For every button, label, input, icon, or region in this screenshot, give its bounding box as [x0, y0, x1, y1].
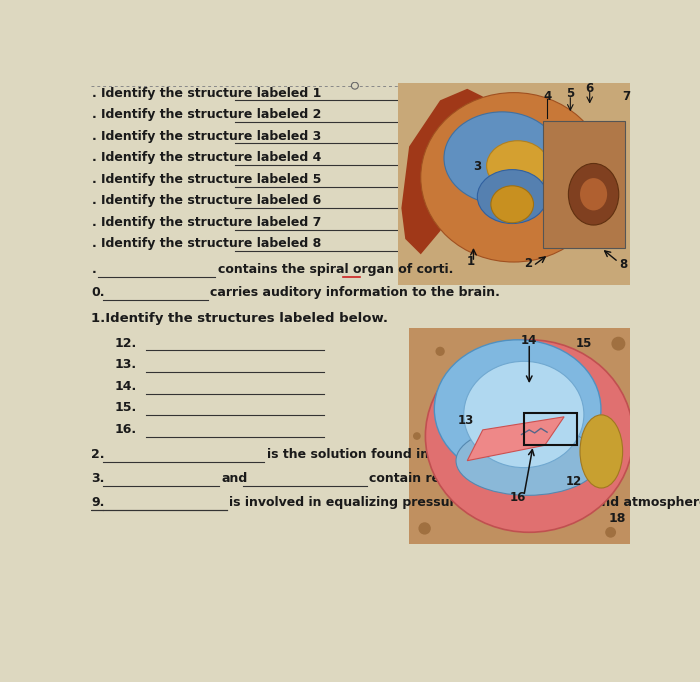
Text: Identify the structure labeled 1: Identify the structure labeled 1 — [102, 87, 322, 100]
Polygon shape — [401, 89, 491, 254]
Text: 1.Identify the structures labeled below.: 1.Identify the structures labeled below. — [92, 312, 388, 325]
Text: 12: 12 — [566, 475, 582, 488]
Text: 13.: 13. — [115, 358, 136, 371]
Ellipse shape — [444, 112, 560, 205]
Ellipse shape — [486, 140, 549, 191]
Ellipse shape — [491, 186, 533, 223]
Text: carries auditory information to the brain.: carries auditory information to the brai… — [210, 286, 500, 299]
Text: 6: 6 — [586, 82, 594, 95]
Text: .: . — [92, 108, 96, 121]
Text: 1: 1 — [467, 255, 475, 268]
Text: 0.: 0. — [92, 286, 105, 299]
Text: 16.: 16. — [115, 423, 136, 436]
Text: .: . — [92, 263, 96, 276]
Text: Identify the structure labeled 5: Identify the structure labeled 5 — [102, 173, 322, 186]
Text: 12.: 12. — [115, 337, 137, 350]
Ellipse shape — [622, 439, 631, 448]
Text: 16: 16 — [510, 491, 526, 504]
Text: 8: 8 — [620, 258, 628, 271]
Ellipse shape — [580, 415, 622, 488]
Text: 14.: 14. — [115, 380, 137, 393]
Text: .: . — [92, 216, 96, 229]
Ellipse shape — [426, 340, 633, 532]
Text: .: . — [92, 87, 96, 100]
Text: Identify the structure labeled 6: Identify the structure labeled 6 — [102, 194, 322, 207]
Text: Identify the structure labeled 4: Identify the structure labeled 4 — [102, 151, 322, 164]
Text: 15: 15 — [575, 338, 592, 351]
Text: 7: 7 — [622, 89, 630, 102]
Ellipse shape — [606, 527, 616, 537]
Text: 9.: 9. — [92, 496, 105, 509]
Text: .: . — [92, 237, 96, 250]
Polygon shape — [468, 417, 564, 460]
Text: contains the spiral organ of corti.: contains the spiral organ of corti. — [218, 263, 453, 276]
Ellipse shape — [435, 346, 444, 356]
FancyBboxPatch shape — [398, 83, 630, 285]
Text: 4: 4 — [543, 89, 551, 102]
Text: Identify the structure labeled 3: Identify the structure labeled 3 — [102, 130, 322, 143]
FancyBboxPatch shape — [543, 121, 624, 248]
Text: .: . — [92, 194, 96, 207]
Circle shape — [351, 83, 358, 89]
Text: 2.: 2. — [92, 448, 105, 461]
Ellipse shape — [568, 164, 619, 225]
Text: 2: 2 — [524, 256, 532, 269]
Text: .: . — [92, 151, 96, 164]
FancyBboxPatch shape — [409, 328, 630, 544]
Text: is involved in equalizing pressure in the middle ear and atmosphere.: is involved in equalizing pressure in th… — [230, 496, 700, 509]
Text: Identify the structure labeled 7: Identify the structure labeled 7 — [102, 216, 322, 229]
Text: 18: 18 — [609, 512, 626, 525]
Text: 3: 3 — [473, 160, 482, 173]
Text: .: . — [92, 173, 96, 186]
Ellipse shape — [413, 432, 421, 440]
Text: 15.: 15. — [115, 401, 137, 415]
Ellipse shape — [421, 93, 607, 262]
Ellipse shape — [456, 426, 599, 495]
Text: .: . — [92, 130, 96, 143]
Text: 14: 14 — [521, 334, 538, 347]
Ellipse shape — [477, 170, 547, 224]
Text: 3.: 3. — [92, 472, 105, 485]
Ellipse shape — [580, 178, 607, 211]
Ellipse shape — [611, 337, 625, 351]
Text: and: and — [222, 472, 248, 485]
Text: Identify the structure labeled 2: Identify the structure labeled 2 — [102, 108, 322, 121]
Ellipse shape — [434, 340, 601, 478]
Text: contain receptors for balance .: contain receptors for balance . — [369, 472, 585, 485]
Text: is the solution found in #12.: is the solution found in #12. — [267, 448, 466, 461]
Text: 13: 13 — [458, 414, 474, 427]
Text: 5: 5 — [566, 87, 575, 100]
Text: Identify the structure labeled 8: Identify the structure labeled 8 — [102, 237, 322, 250]
Ellipse shape — [464, 361, 584, 468]
Ellipse shape — [419, 522, 430, 535]
